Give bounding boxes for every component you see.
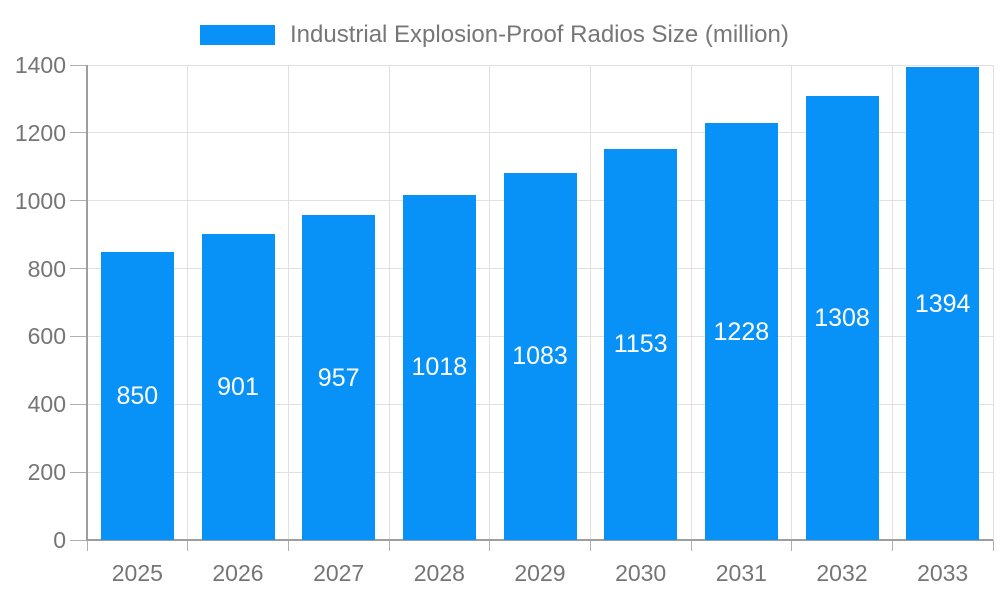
bar-value-label: 1083 xyxy=(512,342,568,371)
y-axis-tick xyxy=(70,403,87,405)
y-axis-tick xyxy=(70,132,87,134)
x-axis-label: 2027 xyxy=(313,560,365,586)
bar-value-label: 850 xyxy=(116,381,159,410)
bar xyxy=(201,234,275,540)
y-axis-label: 1200 xyxy=(14,119,66,146)
grid-line-vertical xyxy=(287,65,289,540)
grid-line-horizontal xyxy=(87,132,993,134)
x-axis-label: 2028 xyxy=(413,560,465,586)
y-axis-tick xyxy=(70,64,87,66)
y-axis-tick xyxy=(70,335,87,337)
y-axis-label: 800 xyxy=(27,255,66,282)
y-axis-tick xyxy=(70,200,87,202)
x-axis-label: 2029 xyxy=(514,560,566,586)
y-axis-tick xyxy=(70,268,87,270)
legend-swatch xyxy=(200,25,275,45)
bar-value-label: 1153 xyxy=(613,330,668,359)
y-axis-label: 400 xyxy=(27,391,66,418)
grid-line-horizontal xyxy=(87,64,993,66)
x-axis-tick xyxy=(791,540,793,551)
legend: Industrial Explosion-Proof Radios Size (… xyxy=(200,21,789,48)
grid-line-vertical xyxy=(791,65,793,540)
bar xyxy=(604,148,678,540)
x-axis-label: 2026 xyxy=(212,560,264,586)
bar xyxy=(906,67,980,540)
grid-line-vertical xyxy=(690,65,692,540)
bar-value-label: 957 xyxy=(317,363,360,392)
grid-line-vertical xyxy=(891,65,893,540)
x-axis-tick xyxy=(992,540,994,551)
bar xyxy=(100,251,174,540)
x-axis-line xyxy=(86,539,993,541)
bar xyxy=(503,172,577,540)
y-axis-line xyxy=(86,65,88,540)
bar xyxy=(302,215,376,540)
x-axis-tick xyxy=(589,540,591,551)
x-axis-tick xyxy=(86,540,88,551)
x-axis-tick xyxy=(489,540,491,551)
y-axis-label: 600 xyxy=(27,323,66,350)
y-axis-tick xyxy=(70,471,87,473)
x-axis-tick xyxy=(388,540,390,551)
bar-value-label: 1228 xyxy=(713,317,770,346)
y-axis-label: 1400 xyxy=(14,52,66,78)
y-axis-tick xyxy=(70,539,87,541)
grid-line-vertical xyxy=(992,65,994,540)
x-axis-tick xyxy=(187,540,189,551)
y-axis-label: 200 xyxy=(27,459,66,486)
bar-value-label: 901 xyxy=(217,373,259,402)
bar-value-label: 1394 xyxy=(914,289,971,318)
x-axis-tick xyxy=(891,540,893,551)
bar-value-label: 1308 xyxy=(814,304,870,333)
bar xyxy=(402,194,476,540)
bar xyxy=(704,123,778,540)
bar xyxy=(805,96,879,540)
y-axis-label: 1000 xyxy=(14,187,66,214)
grid-line-vertical xyxy=(589,65,591,540)
grid-line-vertical xyxy=(489,65,491,540)
x-axis-tick xyxy=(690,540,692,551)
x-axis-label: 2032 xyxy=(816,560,868,586)
grid-line-vertical xyxy=(187,65,189,540)
bar-value-label: 1018 xyxy=(411,353,468,382)
legend-label: Industrial Explosion-Proof Radios Size (… xyxy=(290,21,789,48)
x-axis-label: 2030 xyxy=(615,560,667,586)
y-axis-label: 0 xyxy=(53,527,66,553)
x-axis-tick xyxy=(287,540,289,551)
x-axis-label: 2033 xyxy=(917,560,969,586)
x-axis-label: 2031 xyxy=(715,560,767,586)
grid-line-vertical xyxy=(388,65,390,540)
x-axis-label: 2025 xyxy=(111,560,163,586)
